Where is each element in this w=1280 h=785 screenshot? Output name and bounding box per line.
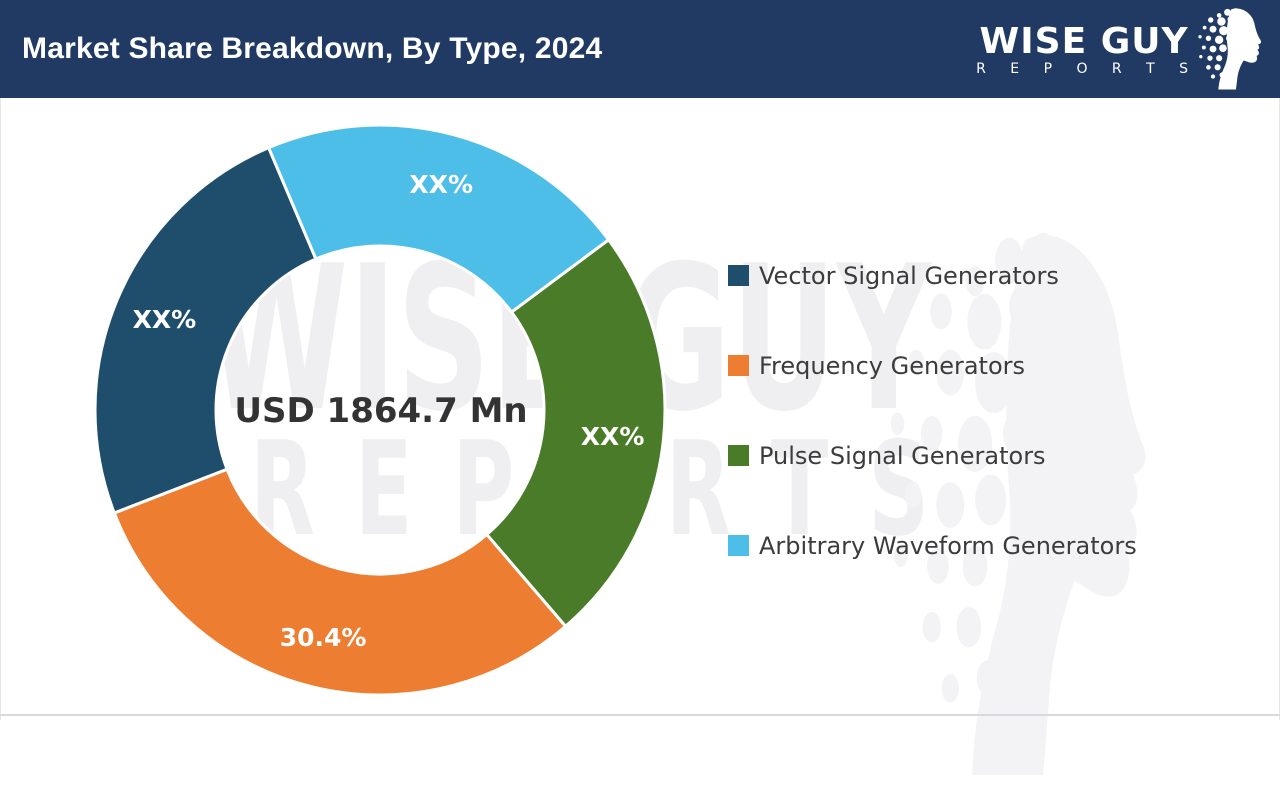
logo-head-icon [1198,8,1262,90]
legend: Vector Signal Generators Frequency Genera… [728,260,1137,620]
bottom-divider [0,714,1280,716]
legend-swatch [728,535,749,556]
legend-label: Pulse Signal Generators [759,441,1046,470]
legend-swatch [728,445,749,466]
legend-item: Vector Signal Generators [728,260,1137,291]
logo-wordmark-line1: WISE GUY [979,20,1189,62]
legend-item: Arbitrary Waveform Generators [728,530,1137,561]
legend-swatch [728,265,749,286]
legend-label: Arbitrary Waveform Generators [759,531,1137,560]
logo-wordmark-line2: R E P O R T S [976,61,1198,78]
logo-wordmark: WISE GUY R E P O R T S [970,20,1198,78]
logo: WISE GUY R E P O R T S [970,7,1266,91]
legend-label: Vector Signal Generators [759,261,1059,290]
legend-label: Frequency Generators [759,351,1025,380]
legend-swatch [728,355,749,376]
legend-item: Pulse Signal Generators [728,440,1137,471]
legend-item: Frequency Generators [728,350,1137,381]
page-title: Market Share Breakdown, By Type, 2024 [22,32,603,65]
header: Market Share Breakdown, By Type, 2024 WI… [0,0,1280,98]
